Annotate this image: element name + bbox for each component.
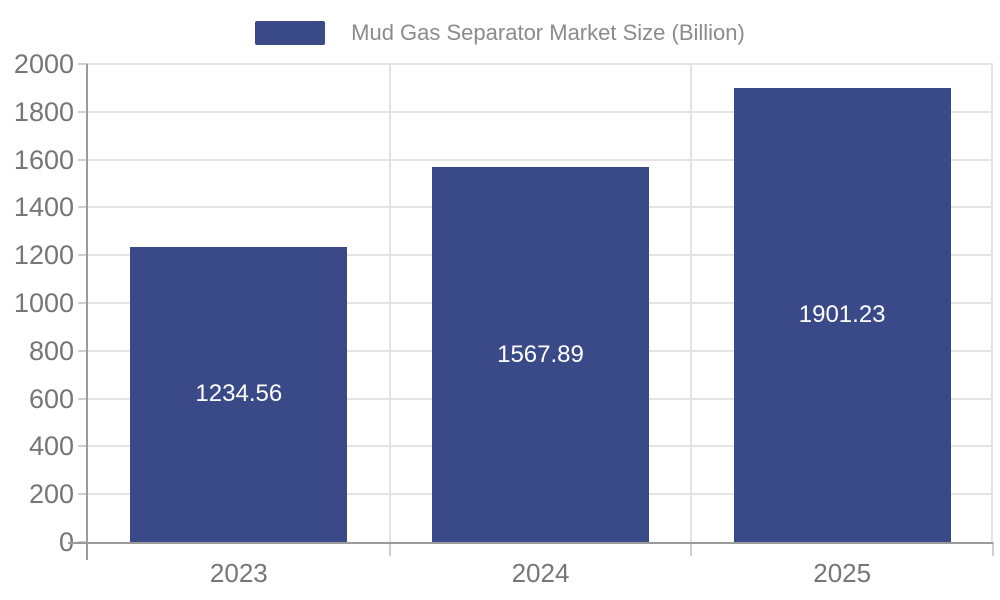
gridline-h <box>88 110 993 113</box>
y-tick-label: 1800 <box>13 96 74 127</box>
y-tick-label: 800 <box>28 335 74 366</box>
y-tick-label: 1200 <box>13 240 74 271</box>
y-axis-line <box>86 64 88 560</box>
y-axis-tick <box>78 302 88 304</box>
y-axis-tick <box>78 397 88 400</box>
y-tick-label: 1400 <box>13 192 74 223</box>
x-tick-label: 2024 <box>511 558 570 588</box>
gridline-h <box>88 63 993 65</box>
legend-label: Mud Gas Separator Market Size (Billion) <box>351 20 745 45</box>
y-tick-label: 1600 <box>13 144 74 175</box>
x-axis-line <box>68 542 993 544</box>
y-axis-tick <box>78 206 88 209</box>
bar-value-label: 1567.89 <box>497 340 584 368</box>
y-axis-tick <box>78 493 88 496</box>
gridline-v <box>690 64 693 542</box>
y-tick-label: 0 <box>58 527 74 557</box>
x-axis-tick <box>992 542 994 556</box>
bar-value-label: 1901.23 <box>798 300 886 328</box>
x-tick-label: 2023 <box>209 558 268 588</box>
bar-value-label: 1234.56 <box>195 380 283 408</box>
bar-2025[interactable]: 1901.23 <box>733 87 951 542</box>
y-tick-label: 400 <box>28 431 74 462</box>
bar-2023[interactable]: 1234.56 <box>130 246 348 542</box>
y-axis-tick <box>78 110 88 113</box>
y-axis-tick <box>78 63 88 65</box>
y-axis-tick <box>78 445 88 448</box>
y-tick-label: 1000 <box>13 288 74 318</box>
y-tick-label: 600 <box>28 383 74 414</box>
gridline-v <box>388 64 391 542</box>
bar-2024[interactable]: 1567.89 <box>431 167 650 542</box>
y-tick-label: 200 <box>28 479 74 510</box>
x-axis-tick <box>690 542 693 556</box>
y-axis-tick <box>78 349 88 352</box>
y-tick-label: 2000 <box>13 49 74 79</box>
x-axis-tick <box>388 542 391 556</box>
legend-item[interactable]: Mud Gas Separator Market Size (Billion) <box>0 20 1000 46</box>
y-axis-tick <box>78 254 88 257</box>
gridline-h <box>88 158 993 161</box>
y-axis-tick <box>78 158 88 161</box>
x-tick-label: 2025 <box>813 558 872 588</box>
legend-swatch <box>255 21 326 45</box>
plot-right-border <box>991 64 993 542</box>
